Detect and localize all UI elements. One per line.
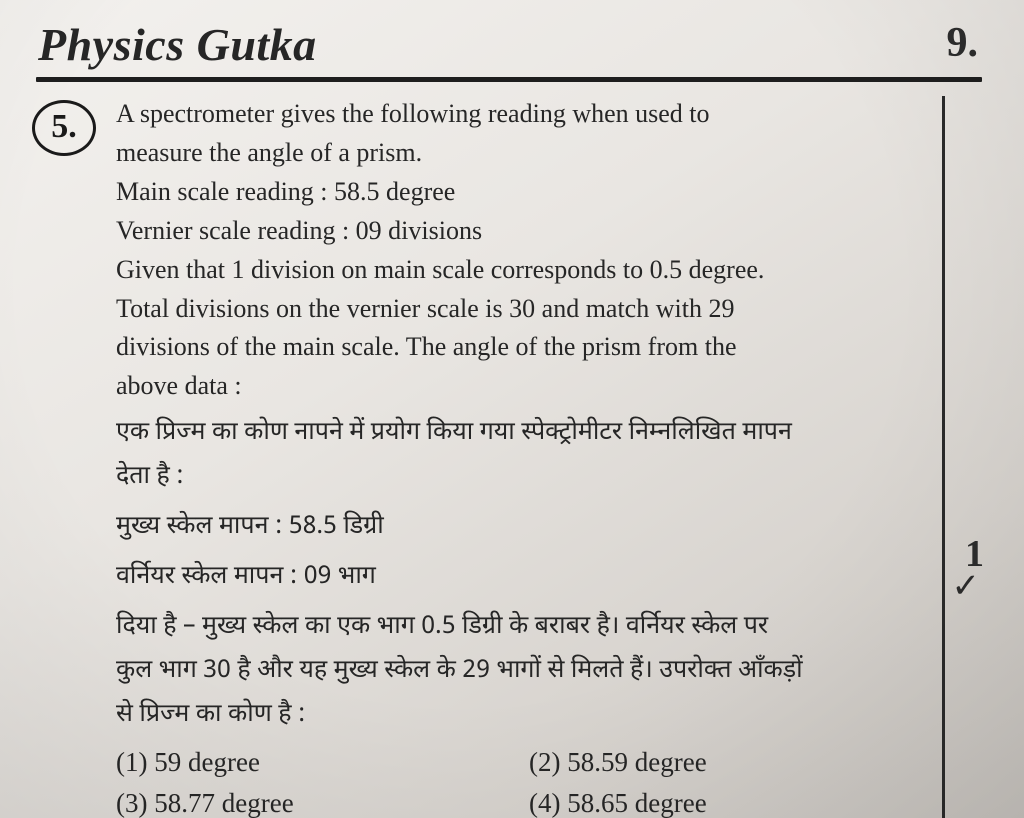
- tick-icon: ✓: [952, 566, 981, 606]
- question-number-wrap: 5.: [32, 96, 116, 818]
- option-3: (3) 58.77 degree: [116, 784, 511, 818]
- question-en-line: divisions of the main scale. The angle o…: [116, 329, 924, 366]
- question-hi-line: मुख्य स्केल मापन : 58.5 डिग्री: [116, 507, 924, 549]
- question-hi-line: एक प्रिज्म का कोण नापने में प्रयोग किया …: [116, 413, 924, 455]
- question-en-line: Total divisions on the vernier scale is …: [116, 291, 924, 328]
- question-number: 5.: [32, 100, 96, 156]
- option-2: (2) 58.59 degree: [529, 743, 924, 781]
- question-hi-line: से प्रिज्म का कोण है :: [116, 695, 924, 737]
- question-hi-line: कुल भाग 30 है और यह मुख्य स्केल के 29 भा…: [116, 651, 924, 693]
- question-en-line: measure the angle of a prism.: [116, 135, 924, 172]
- book-title: Physics Gutka: [38, 18, 317, 71]
- question-en-line: Vernier scale reading : 09 divisions: [116, 213, 924, 250]
- question-en-line: above data :: [116, 368, 924, 405]
- option-4: (4) 58.65 degree: [529, 784, 924, 818]
- side-column: 1 ✓: [942, 96, 986, 818]
- question-en-line: Given that 1 division on main scale corr…: [116, 252, 924, 289]
- page: Physics Gutka 9. 5. A spectrometer gives…: [0, 0, 1024, 818]
- question-hi-line: वर्नियर स्केल मापन : 09 भाग: [116, 557, 924, 599]
- content-columns: 5. A spectrometer gives the following re…: [32, 96, 986, 818]
- question-body: A spectrometer gives the following readi…: [116, 96, 928, 818]
- header-row: Physics Gutka 9.: [32, 18, 986, 73]
- question-en-line: Main scale reading : 58.5 degree: [116, 174, 924, 211]
- options-grid: (1) 59 degree (2) 58.59 degree (3) 58.77…: [116, 743, 924, 818]
- option-1: (1) 59 degree: [116, 743, 511, 781]
- page-side-number: 9.: [947, 19, 981, 67]
- main-column: 5. A spectrometer gives the following re…: [32, 96, 928, 818]
- question-hi-line: दिया है – मुख्य स्केल का एक भाग 0.5 डिग्…: [116, 607, 924, 649]
- header-rule: [36, 77, 982, 82]
- question-en-line: A spectrometer gives the following readi…: [116, 96, 924, 133]
- question-hi-line: देता है :: [116, 457, 924, 499]
